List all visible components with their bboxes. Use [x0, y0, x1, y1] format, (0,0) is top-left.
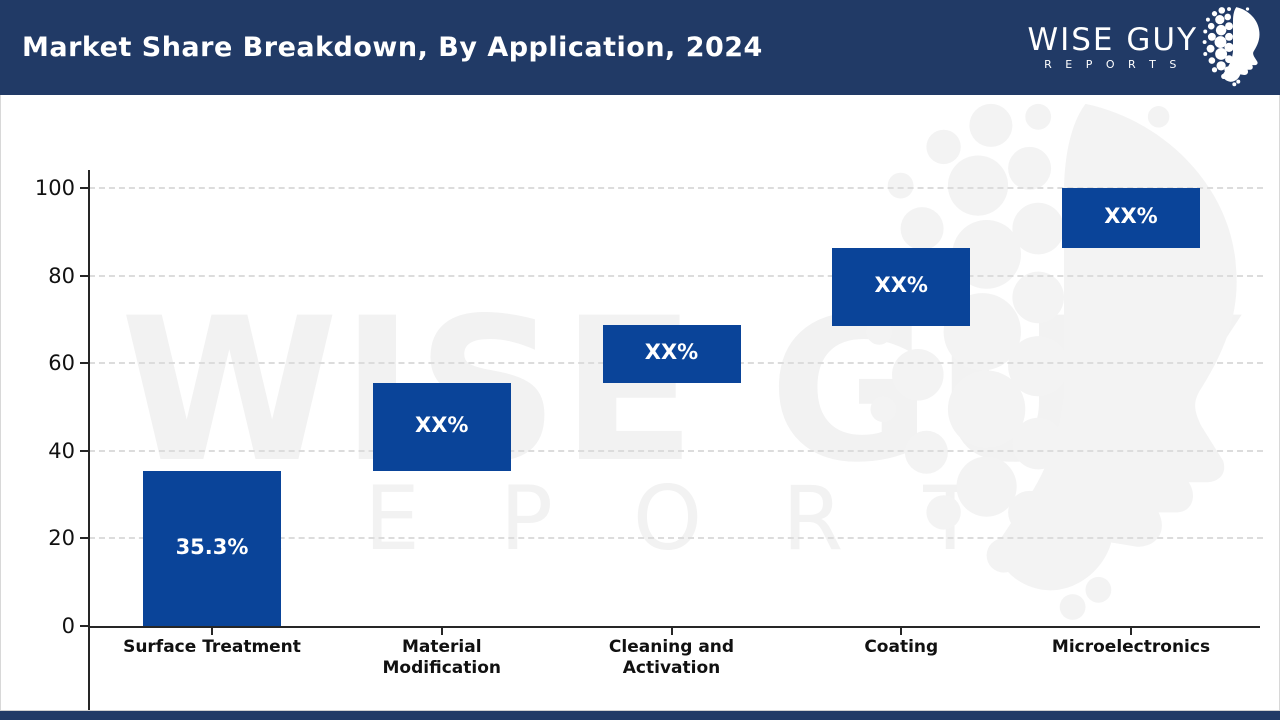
logo-wordmark: WISE GUY R E P O R T S [1027, 24, 1198, 71]
y-axis-line [88, 170, 90, 720]
bar-microelectronics: XX% [1062, 188, 1200, 248]
footer-hairline [0, 710, 1280, 711]
y-tick-mark-60 [80, 362, 89, 365]
bar-value-label-surface-treatment: 35.3% [175, 534, 249, 559]
gridline-20 [89, 537, 1263, 540]
x-tick-mark-material-modification [440, 628, 443, 635]
category-label-material-modification: Material Modification [382, 637, 501, 678]
y-tick-mark-80 [80, 274, 89, 277]
y-tick-label-60: 60 [48, 351, 75, 376]
chart-area: WISE GUY R E P O R T S 0 20 40 60 80 100 35.3%… [0, 95, 1280, 720]
y-tick-mark-40 [80, 449, 89, 452]
category-label-cleaning-and-activation: Cleaning and Activation [608, 637, 735, 678]
x-axis-line [88, 626, 1260, 628]
watermark-face-icon [849, 91, 1279, 650]
y-tick-mark-20 [80, 537, 89, 540]
gridline-100 [89, 187, 1263, 189]
category-label-surface-treatment: Surface Treatment [123, 637, 301, 657]
y-tick-label-100: 100 [34, 176, 75, 200]
bar-surface-treatment: 35.3% [143, 471, 281, 626]
y-tick-label-40: 40 [48, 438, 75, 463]
bar-material-modification: XX% [372, 383, 511, 471]
logo-wordmark-line2: R E P O R T S [1044, 58, 1182, 71]
page-title: Market Share Breakdown, By Application, … [22, 32, 763, 63]
x-tick-mark-coating [900, 628, 903, 635]
bar-cleaning-and-activation: XX% [602, 325, 741, 384]
bar-value-label-material-modification: XX% [415, 412, 469, 437]
x-tick-mark-microelectronics [1130, 628, 1132, 635]
bar-coating: XX% [832, 248, 971, 326]
footer-bar [0, 711, 1280, 720]
category-label-microelectronics: Microelectronics [1051, 637, 1211, 657]
x-tick-mark-surface-treatment [211, 628, 213, 635]
y-tick-mark-100 [80, 187, 89, 189]
gridline-80 [89, 274, 1263, 277]
bar-value-label-microelectronics: XX% [1104, 204, 1158, 228]
bar-value-label-cleaning-and-activation: XX% [644, 340, 699, 365]
brand-logo: WISE GUY R E P O R T S [1027, 5, 1280, 91]
header-bar: Market Share Breakdown, By Application, … [0, 0, 1280, 95]
logo-wordmark-line1: WISE GUY [1027, 22, 1198, 58]
y-tick-label-0: 0 [61, 614, 75, 638]
y-tick-label-20: 20 [48, 526, 75, 551]
y-tick-mark-0 [80, 625, 89, 627]
gridline-40 [89, 449, 1263, 452]
x-tick-mark-cleaning-and-activation [670, 628, 673, 635]
bar-value-label-coating: XX% [874, 273, 928, 298]
y-tick-label-80: 80 [48, 263, 75, 288]
logo-face-icon [1200, 5, 1266, 91]
category-label-coating: Coating [864, 637, 939, 657]
